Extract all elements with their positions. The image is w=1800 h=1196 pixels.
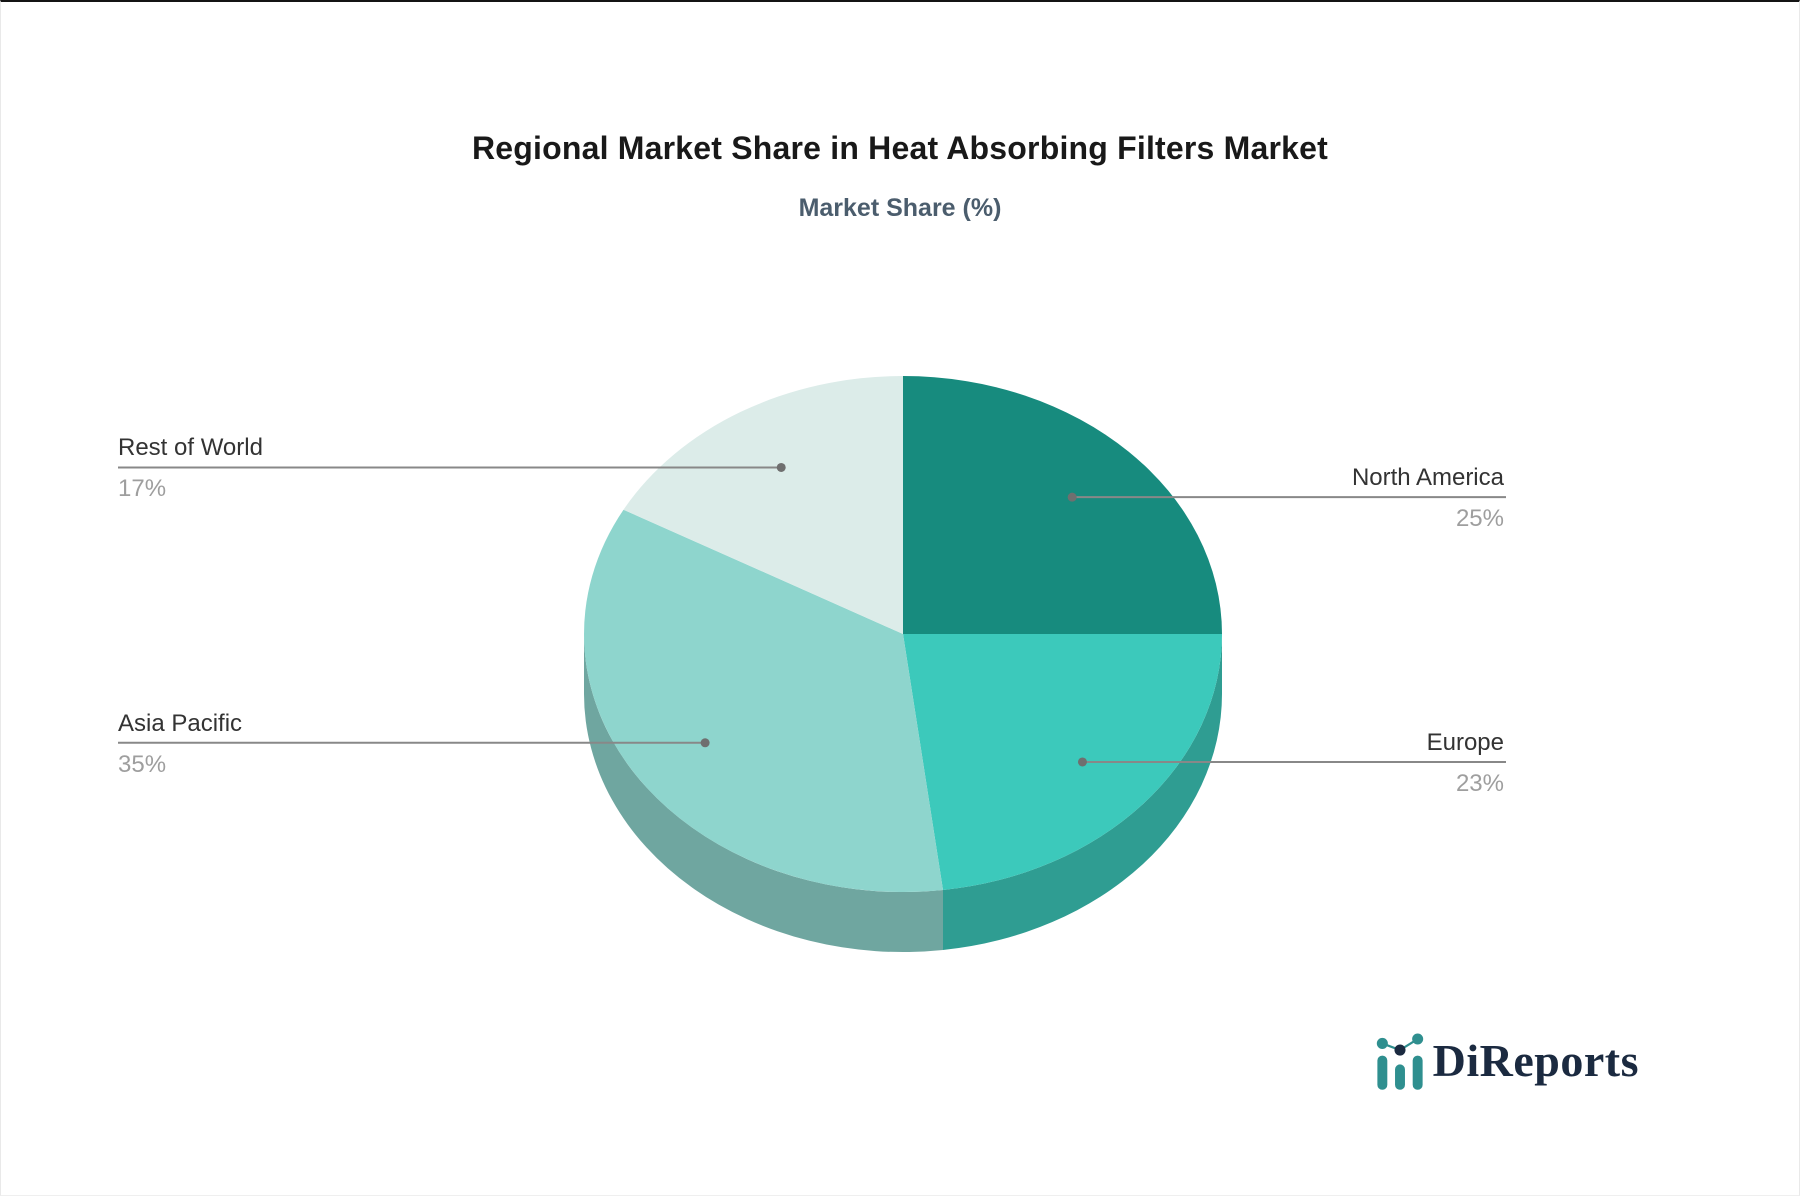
- leader-dot-rest-of-world: [776, 462, 786, 472]
- leader-dot-asia-pacific: [700, 738, 710, 748]
- pie-rim-europe: [943, 634, 1222, 950]
- leader-dot-europe: [1077, 757, 1087, 767]
- slice-percent-europe: 23%: [1455, 770, 1504, 797]
- direports-logo-text: DiReports: [1432, 1034, 1639, 1086]
- slice-percent-rest-of-world: 17%: [118, 475, 167, 502]
- slice-name-rest-of-world: Rest of World: [118, 433, 263, 461]
- chart-title: Regional Market Share in Heat Absorbing …: [471, 130, 1329, 166]
- leader-dot-north-america: [1067, 492, 1077, 502]
- pie-slice-asia-pacific: [584, 509, 943, 893]
- pie-slice-europe: [903, 634, 1222, 890]
- slice-percent-north-america: 25%: [1455, 505, 1504, 532]
- slice-name-asia-pacific: Asia Pacific: [118, 709, 243, 737]
- pie-rim-asia-pacific: [583, 634, 943, 953]
- slice-name-north-america: North America: [1351, 463, 1504, 491]
- direports-logo: DiReports: [1374, 1024, 1639, 1096]
- mini-bar-chart-icon: [1376, 1033, 1423, 1090]
- pie-slice-north-america: [903, 376, 1222, 634]
- slice-percent-asia-pacific: 35%: [118, 751, 167, 778]
- slice-name-europe: Europe: [1426, 728, 1504, 756]
- chart-subtitle: Market Share (%): [798, 194, 1002, 222]
- pie-slice-rest-of-world: [623, 376, 903, 634]
